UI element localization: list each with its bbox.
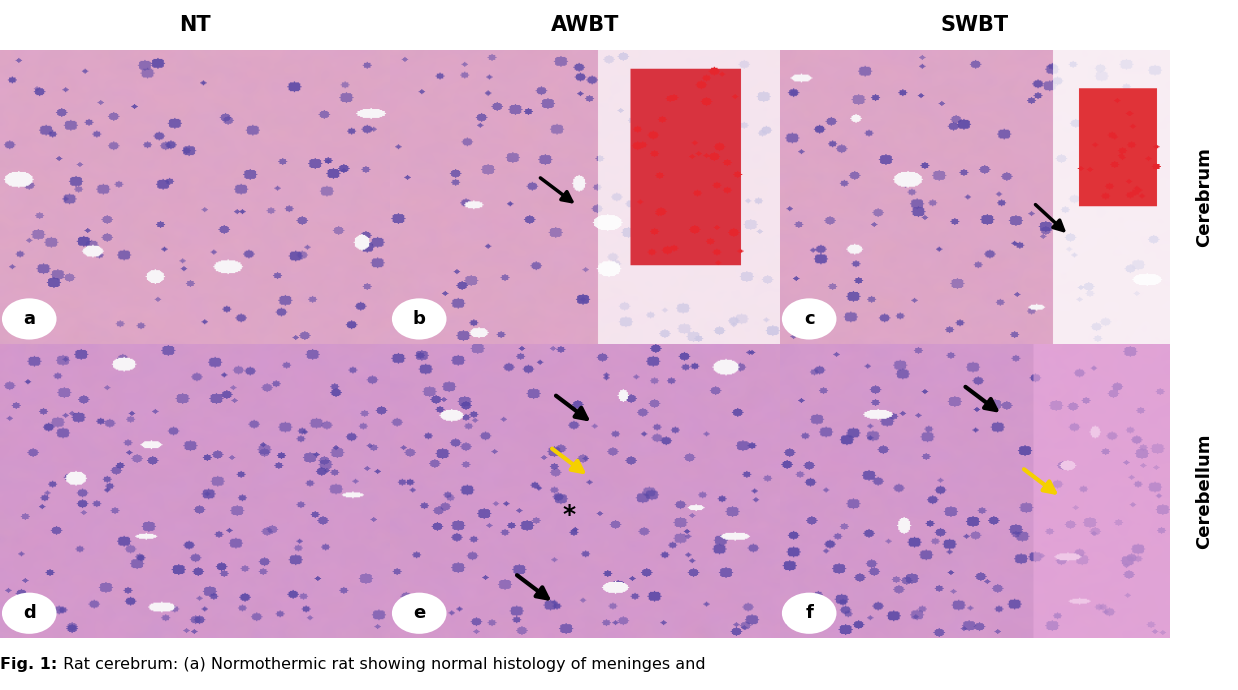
Text: Rat cerebrum: (a) Normothermic rat showing normal histology of meninges and: Rat cerebrum: (a) Normothermic rat showi…: [58, 657, 706, 671]
Text: d: d: [22, 604, 36, 622]
Text: AWBT: AWBT: [551, 15, 619, 34]
Text: f: f: [805, 604, 813, 622]
Circle shape: [782, 298, 837, 339]
Circle shape: [2, 298, 57, 339]
Text: a: a: [24, 310, 35, 328]
Circle shape: [782, 593, 837, 634]
Text: *: *: [563, 502, 576, 526]
Text: NT: NT: [180, 15, 210, 34]
Text: c: c: [803, 310, 815, 328]
Text: Fig. 1:: Fig. 1:: [0, 657, 57, 671]
Circle shape: [392, 593, 447, 634]
Text: Cerebrum: Cerebrum: [1195, 147, 1213, 247]
Text: b: b: [412, 310, 426, 328]
Circle shape: [2, 593, 57, 634]
Text: e: e: [413, 604, 426, 622]
Circle shape: [392, 298, 447, 339]
Text: SWBT: SWBT: [941, 15, 1009, 34]
Text: Cerebellum: Cerebellum: [1195, 433, 1213, 549]
